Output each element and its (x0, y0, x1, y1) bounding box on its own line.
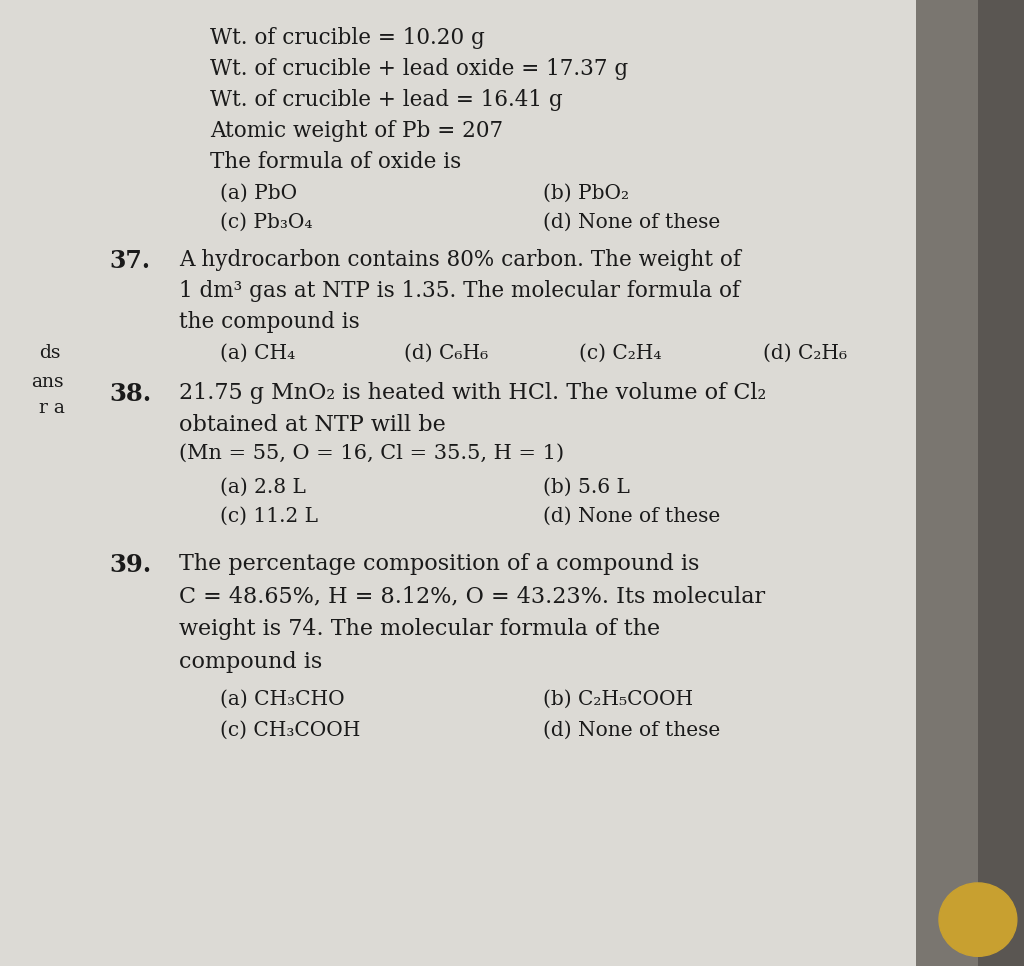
Text: ds: ds (39, 344, 60, 362)
Text: (a) PbO: (a) PbO (220, 184, 297, 203)
Text: C = 48.65%, H = 8.12%, O = 43.23%. Its molecular: C = 48.65%, H = 8.12%, O = 43.23%. Its m… (179, 585, 765, 608)
Text: (d) None of these: (d) None of these (543, 213, 720, 232)
Text: The percentage composition of a compound is: The percentage composition of a compound… (179, 553, 699, 575)
Text: ans: ans (31, 373, 63, 391)
Text: 38.: 38. (110, 382, 152, 406)
Text: r a: r a (39, 399, 65, 417)
Bar (0, 0, 916, 966)
Text: (d) None of these: (d) None of these (543, 721, 720, 740)
Text: (Mn = 55, O = 16, Cl = 35.5, H = 1): (Mn = 55, O = 16, Cl = 35.5, H = 1) (179, 443, 564, 463)
Text: (d) None of these: (d) None of these (543, 507, 720, 526)
Text: (a) CH₃CHO: (a) CH₃CHO (220, 690, 345, 709)
Text: 39.: 39. (110, 553, 152, 577)
Text: (b) C₂H₅COOH: (b) C₂H₅COOH (543, 690, 693, 709)
Text: Atomic weight of Pb = 207: Atomic weight of Pb = 207 (210, 120, 503, 142)
Text: Wt. of crucible + lead = 16.41 g: Wt. of crucible + lead = 16.41 g (210, 89, 562, 111)
Text: 1 dm³ gas at NTP is 1.35. The molecular formula of: 1 dm³ gas at NTP is 1.35. The molecular … (179, 280, 740, 302)
Text: (b) 5.6 L: (b) 5.6 L (543, 478, 630, 497)
Text: (c) 11.2 L: (c) 11.2 L (220, 507, 318, 526)
Bar (978, 0, 1024, 966)
Text: 37.: 37. (110, 249, 151, 273)
Text: the compound is: the compound is (179, 311, 360, 333)
Text: (d) C₂H₆: (d) C₂H₆ (763, 344, 847, 363)
Text: (c) C₂H₄: (c) C₂H₄ (579, 344, 662, 363)
Text: (d) C₆H₆: (d) C₆H₆ (404, 344, 488, 363)
Circle shape (939, 883, 1017, 956)
Text: weight is 74. The molecular formula of the: weight is 74. The molecular formula of t… (179, 618, 660, 640)
Text: Wt. of crucible = 10.20 g: Wt. of crucible = 10.20 g (210, 27, 484, 49)
Text: compound is: compound is (179, 651, 323, 673)
Text: (a) CH₄: (a) CH₄ (220, 344, 295, 363)
Text: The formula of oxide is: The formula of oxide is (210, 151, 461, 173)
Text: Wt. of crucible + lead oxide = 17.37 g: Wt. of crucible + lead oxide = 17.37 g (210, 58, 628, 80)
Text: (a) 2.8 L: (a) 2.8 L (220, 478, 306, 497)
Text: (c) CH₃COOH: (c) CH₃COOH (220, 721, 360, 740)
Text: 21.75 g MnO₂ is heated with HCl. The volume of Cl₂: 21.75 g MnO₂ is heated with HCl. The vol… (179, 382, 766, 404)
Text: A hydrocarbon contains 80% carbon. The weight of: A hydrocarbon contains 80% carbon. The w… (179, 249, 741, 271)
Text: obtained at NTP will be: obtained at NTP will be (179, 414, 445, 437)
Bar (916, 0, 978, 966)
Text: (c) Pb₃O₄: (c) Pb₃O₄ (220, 213, 312, 232)
Text: (b) PbO₂: (b) PbO₂ (543, 184, 629, 203)
